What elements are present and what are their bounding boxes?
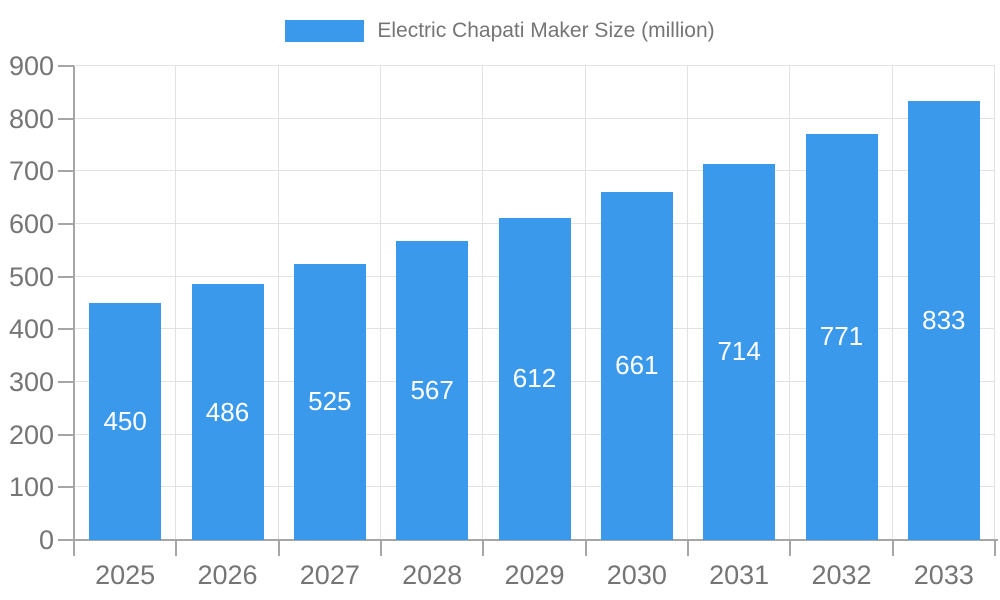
y-axis-tick-label: 700 xyxy=(8,156,54,187)
bar-2027: 525 xyxy=(293,263,366,540)
y-axis-tick xyxy=(58,65,74,67)
y-axis-tick-label: 0 xyxy=(38,525,54,555)
x-axis-tick-label: 2029 xyxy=(504,560,565,590)
x-axis-tick xyxy=(277,540,280,556)
bar-value-label: 567 xyxy=(410,375,454,406)
x-axis-tick-label: 2025 xyxy=(95,560,156,590)
y-axis-tick xyxy=(58,170,74,173)
x-axis-tick xyxy=(175,540,178,556)
v-gridline xyxy=(380,66,381,540)
y-axis-line xyxy=(73,66,75,540)
x-axis-tick xyxy=(482,540,485,556)
x-axis-tick xyxy=(789,540,792,556)
bar-2033: 833 xyxy=(907,101,980,540)
h-gridline xyxy=(74,170,995,172)
bar-value-label: 714 xyxy=(717,336,761,367)
bar-value-label: 771 xyxy=(819,321,864,352)
y-axis-tick-label: 900 xyxy=(8,51,54,81)
y-axis-tick-label: 200 xyxy=(8,419,54,450)
x-axis-tick-label: 2031 xyxy=(709,560,770,590)
x-axis-tick-label: 2026 xyxy=(197,560,258,590)
bar-2031: 714 xyxy=(703,163,776,540)
y-axis-tick xyxy=(58,381,74,383)
x-axis-tick xyxy=(73,540,75,556)
v-gridline xyxy=(994,66,995,540)
x-axis-tick-label: 2027 xyxy=(299,560,360,590)
y-axis-tick-label: 800 xyxy=(8,103,54,134)
y-axis-tick-label: 500 xyxy=(8,261,54,292)
v-gridline xyxy=(175,66,177,540)
y-axis-tick xyxy=(58,117,74,120)
bar-2028: 567 xyxy=(396,241,469,540)
bar-value-label: 525 xyxy=(308,386,352,417)
legend-label: Electric Chapati Maker Size (million) xyxy=(377,19,715,42)
v-gridline xyxy=(482,66,484,540)
v-gridline xyxy=(277,66,279,540)
v-gridline xyxy=(789,66,791,540)
y-axis-tick xyxy=(58,486,74,489)
v-gridline xyxy=(891,66,893,540)
x-axis-tick xyxy=(891,540,894,556)
x-axis-tick-label: 2032 xyxy=(811,560,872,590)
bar-value-label: 450 xyxy=(103,406,147,436)
v-gridline xyxy=(584,66,586,540)
bar-2032: 771 xyxy=(805,133,878,540)
legend-item[interactable]: Electric Chapati Maker Size (million) xyxy=(0,14,1000,48)
bar-2025: 450 xyxy=(89,303,162,540)
y-axis-tick-label: 300 xyxy=(8,367,54,397)
y-axis-tick xyxy=(58,275,74,278)
x-axis-tick-label: 2028 xyxy=(402,560,463,590)
v-gridline xyxy=(687,66,688,540)
x-axis-tick xyxy=(584,540,587,556)
x-axis-tick xyxy=(380,540,382,556)
x-axis-tick-label: 2030 xyxy=(606,560,667,590)
bar-2030: 661 xyxy=(600,191,673,540)
y-axis-tick-label: 600 xyxy=(8,209,54,239)
h-gridline xyxy=(74,117,995,119)
y-axis-tick-label: 100 xyxy=(8,472,54,503)
bar-value-label: 486 xyxy=(205,396,250,427)
bar-value-label: 612 xyxy=(512,363,557,394)
y-axis-tick xyxy=(58,328,74,331)
x-axis-tick-label: 2033 xyxy=(913,560,974,590)
y-axis-tick xyxy=(58,223,74,225)
bar-2029: 612 xyxy=(498,217,571,540)
bar-2026: 486 xyxy=(191,284,264,540)
x-axis-tick xyxy=(687,540,689,556)
y-axis-tick-label: 400 xyxy=(8,314,54,345)
y-axis-tick xyxy=(58,433,74,436)
bar-value-label: 661 xyxy=(615,350,659,381)
legend-swatch xyxy=(285,20,365,42)
bar-value-label: 833 xyxy=(922,305,966,336)
h-gridline xyxy=(74,65,995,66)
x-axis-tick xyxy=(994,540,996,556)
x-axis-line xyxy=(58,539,998,541)
